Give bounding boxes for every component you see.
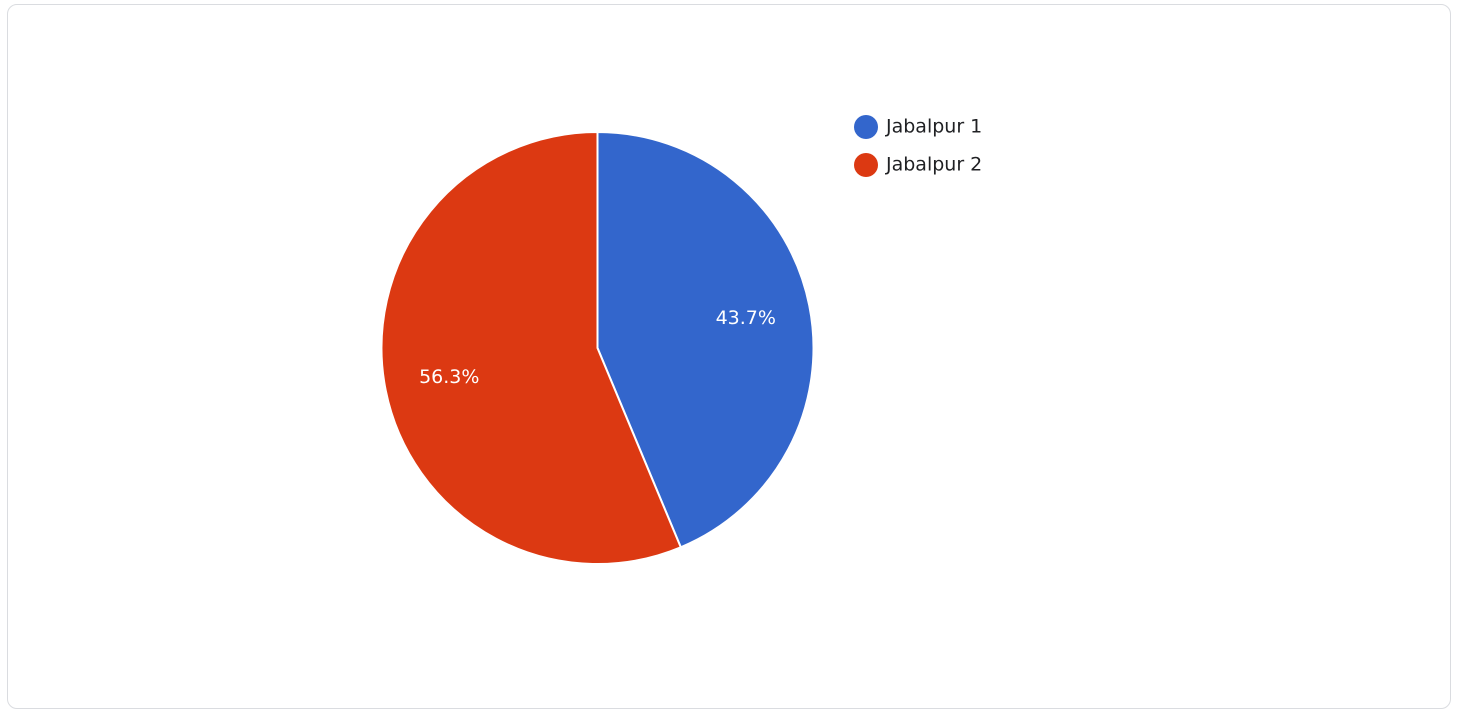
pie-slice-jabalpur-1[interactable] [596, 130, 815, 549]
pie-slice-jabalpur-2[interactable] [380, 130, 683, 565]
pie-slices [380, 130, 815, 565]
pie-slice-labels: 43.7% 56.3% [419, 307, 776, 388]
legend-swatch [854, 153, 878, 177]
slice-percent-label: 56.3% [419, 366, 479, 388]
chart-legend: Jabalpur 1 Jabalpur 2 [854, 115, 982, 177]
legend-label[interactable]: Jabalpur 1 [885, 116, 982, 138]
legend-label[interactable]: Jabalpur 2 [885, 154, 982, 176]
legend-swatch [854, 115, 878, 139]
slice-percent-label: 43.7% [716, 307, 776, 329]
